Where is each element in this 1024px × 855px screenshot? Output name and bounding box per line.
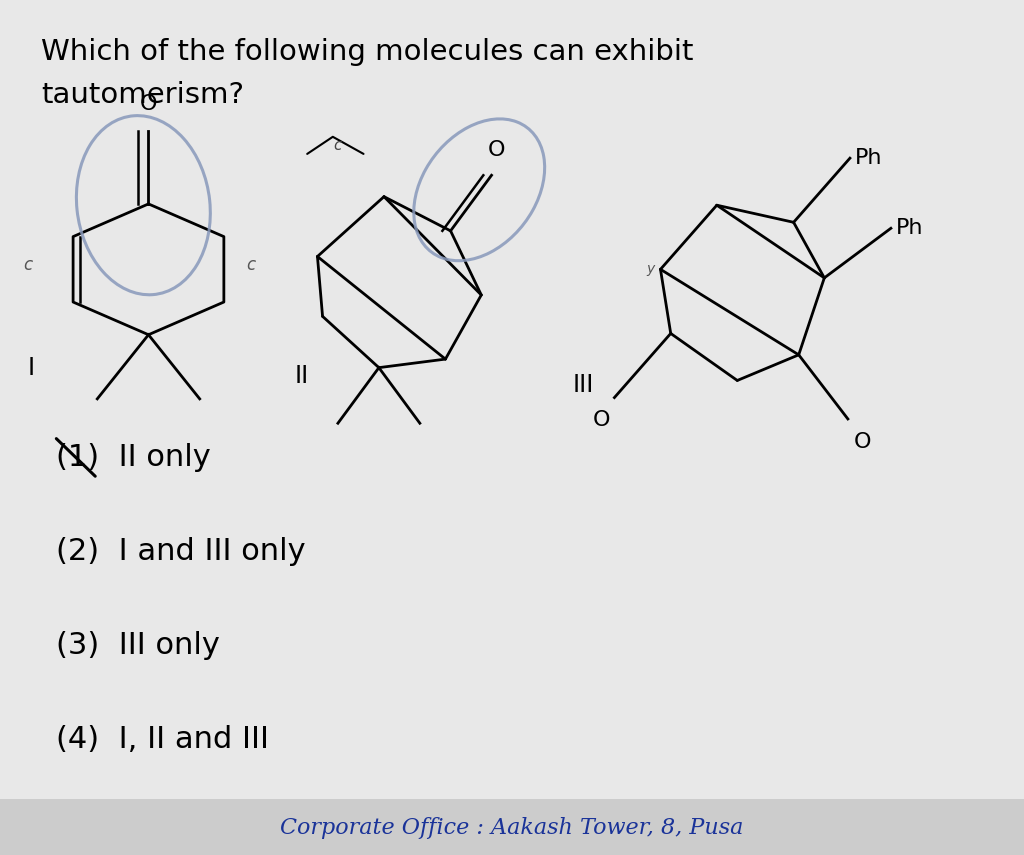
Text: (1)  II only: (1) II only [56,443,211,472]
Text: c: c [247,256,255,274]
Text: III: III [573,373,594,397]
Text: Which of the following molecules can exhibit: Which of the following molecules can exh… [41,38,693,67]
Text: O: O [592,410,610,430]
FancyBboxPatch shape [0,799,1024,855]
Text: c: c [24,256,32,274]
Text: c: c [334,138,342,153]
Text: O: O [853,432,871,451]
Text: II: II [295,364,309,388]
Text: O: O [139,94,158,114]
Text: (3)  III only: (3) III only [56,631,220,660]
Text: y: y [646,262,654,276]
Text: tautomerism?: tautomerism? [41,81,244,109]
Text: Ph: Ph [855,148,883,168]
Text: O: O [487,140,506,160]
Text: (4)  I, II and III: (4) I, II and III [56,725,269,754]
Text: Ph: Ph [896,218,924,239]
Text: (2)  I and III only: (2) I and III only [56,537,306,566]
Text: I: I [28,356,34,380]
Text: Corporate Office : Aakash Tower, 8, Pusa: Corporate Office : Aakash Tower, 8, Pusa [281,817,743,839]
